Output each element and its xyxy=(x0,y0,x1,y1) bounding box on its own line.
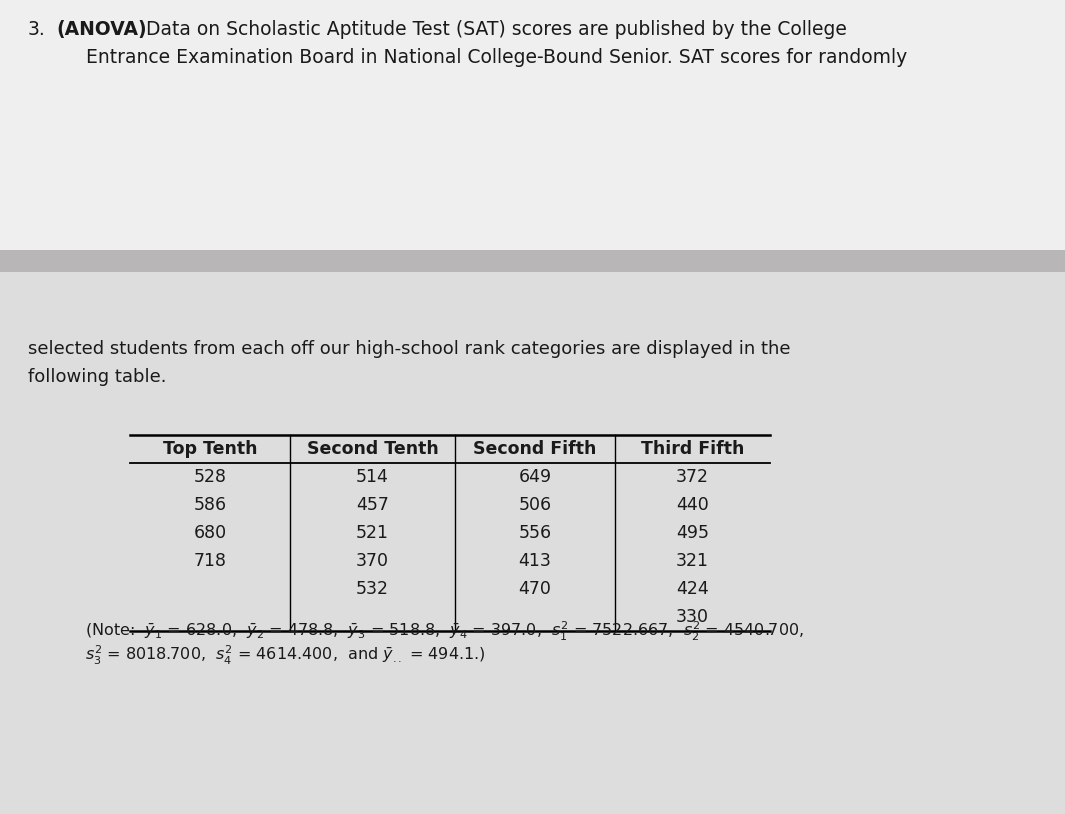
Text: (ANOVA): (ANOVA) xyxy=(56,20,147,39)
Bar xyxy=(0,272,1065,814)
Text: 521: 521 xyxy=(356,524,389,542)
Text: following table.: following table. xyxy=(28,368,166,386)
Text: 680: 680 xyxy=(194,524,227,542)
Text: 718: 718 xyxy=(194,552,227,570)
Text: Entrance Examination Board in National College-Bound Senior. SAT scores for rand: Entrance Examination Board in National C… xyxy=(86,48,907,67)
Text: $s^2_3$ = 8018.700,  $s^2_4$ = 4614.400,  and $\bar{y}_{..}$ = 494.1.): $s^2_3$ = 8018.700, $s^2_4$ = 4614.400, … xyxy=(85,644,486,667)
Text: 330: 330 xyxy=(676,608,709,626)
Text: 649: 649 xyxy=(519,468,552,486)
Text: 556: 556 xyxy=(519,524,552,542)
Text: 528: 528 xyxy=(194,468,227,486)
Text: 495: 495 xyxy=(676,524,709,542)
Text: selected students from each off our high-school rank categories are displayed in: selected students from each off our high… xyxy=(28,340,790,358)
Text: 3.: 3. xyxy=(28,20,46,39)
Text: Second Tenth: Second Tenth xyxy=(307,440,439,458)
Text: Third Fifth: Third Fifth xyxy=(641,440,744,458)
Text: Data on Scholastic Aptitude Test (SAT) scores are published by the College: Data on Scholastic Aptitude Test (SAT) s… xyxy=(146,20,847,39)
Text: 506: 506 xyxy=(519,496,552,514)
Text: 370: 370 xyxy=(356,552,389,570)
Text: 413: 413 xyxy=(519,552,552,570)
Text: 424: 424 xyxy=(676,580,709,598)
Bar xyxy=(0,0,1065,250)
Text: 586: 586 xyxy=(194,496,227,514)
Text: 372: 372 xyxy=(676,468,709,486)
Text: 514: 514 xyxy=(356,468,389,486)
Text: 532: 532 xyxy=(356,580,389,598)
Text: Second Fifth: Second Fifth xyxy=(473,440,596,458)
Text: 470: 470 xyxy=(519,580,552,598)
Text: 440: 440 xyxy=(676,496,709,514)
Text: 321: 321 xyxy=(676,552,709,570)
Bar xyxy=(0,250,1065,272)
Text: (Note:  $\bar{y}_1$ = 628.0,  $\bar{y}_2$ = 478.8,  $\bar{y}_3$ = 518.8,  $\bar{: (Note: $\bar{y}_1$ = 628.0, $\bar{y}_2$ … xyxy=(85,620,804,643)
Text: 457: 457 xyxy=(356,496,389,514)
Text: Top Tenth: Top Tenth xyxy=(163,440,258,458)
